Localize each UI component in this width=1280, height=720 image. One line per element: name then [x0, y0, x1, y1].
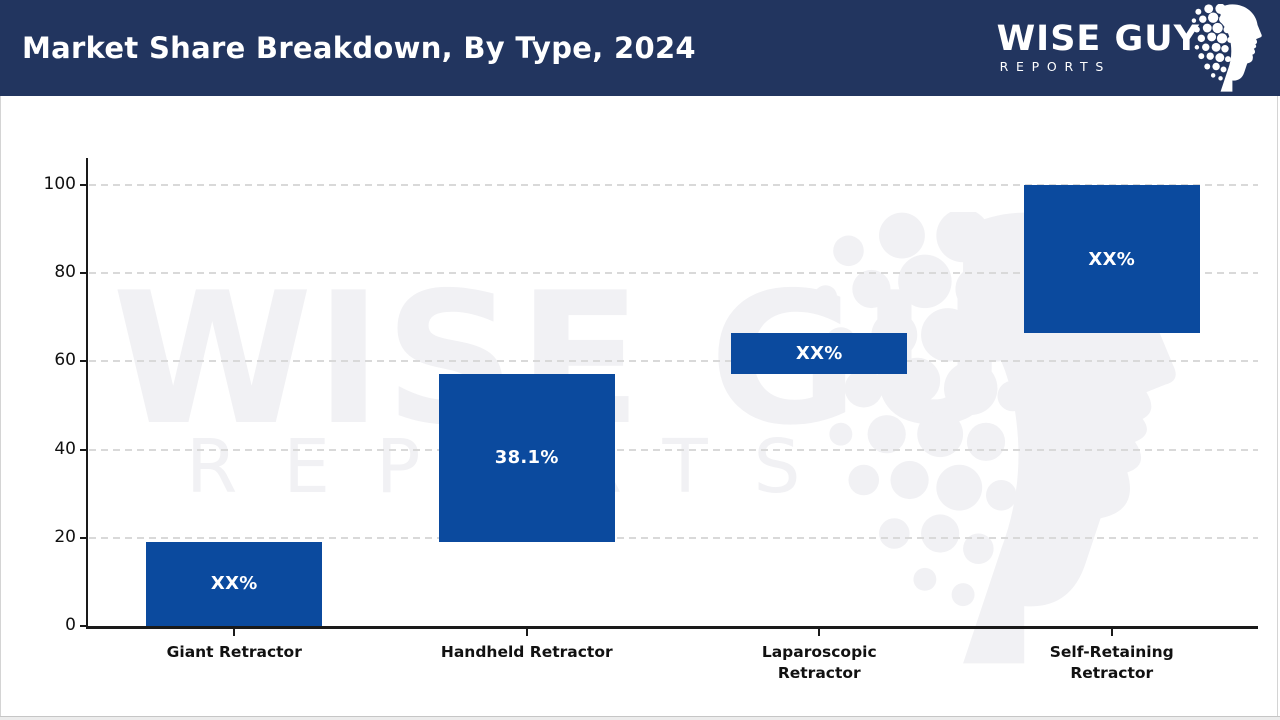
y-gridline: [89, 184, 1258, 186]
x-category-label-line: Giant Retractor: [166, 643, 302, 661]
y-tick-mark: [80, 184, 88, 186]
bar-segment: XX%: [146, 541, 323, 626]
x-category-label: Giant Retractor: [129, 642, 339, 663]
header-bar: Market Share Breakdown, By Type, 2024 WI…: [0, 0, 1280, 96]
y-tick-mark: [80, 360, 88, 363]
y-axis: [86, 158, 88, 628]
bar-segment: 38.1%: [438, 373, 615, 542]
bar-value-label: XX%: [1088, 248, 1136, 270]
y-tick-label: 60: [54, 350, 76, 371]
bar-value-label: 38.1%: [494, 447, 559, 469]
bar-value-label: XX%: [795, 342, 843, 364]
y-tick-label: 100: [43, 174, 76, 194]
x-category-label: Self-Retaining Retractor: [1007, 642, 1217, 684]
y-gridline: [89, 272, 1258, 275]
y-tick-label: 0: [65, 615, 76, 635]
y-tick-mark: [80, 272, 88, 275]
bottom-edge-strip: [0, 716, 1280, 720]
bar-value-label: XX%: [210, 573, 258, 595]
x-tick-mark: [525, 629, 528, 636]
x-category-label-line: Retractor: [1070, 663, 1154, 682]
y-gridline: [89, 448, 1258, 451]
x-tick-mark: [818, 629, 821, 636]
bar-segment: XX%: [731, 333, 908, 374]
y-tick-mark: [80, 448, 88, 451]
x-category-label-line: Laparoscopic: [761, 643, 877, 661]
x-tick-mark: [1110, 629, 1113, 636]
y-gridline: [89, 360, 1258, 363]
wise-guy-reports-logo: WISE GUY REPORTS: [997, 4, 1262, 92]
x-category-label: Handheld Retractor: [422, 642, 632, 663]
logo-subtitle: REPORTS: [999, 59, 1112, 75]
page-title: Market Share Breakdown, By Type, 2024: [22, 31, 696, 65]
x-category-label-line: Self-Retaining: [1049, 643, 1174, 661]
y-tick-mark: [80, 536, 88, 539]
logo-wordmark: WISE GUY: [996, 19, 1200, 60]
bar-segment: XX%: [1023, 185, 1200, 334]
logo-face-icon: [1191, 4, 1262, 92]
x-axis: [86, 626, 1258, 629]
y-gridline: [89, 536, 1258, 539]
x-tick-mark: [233, 629, 236, 636]
logo-text: WISE GUY REPORTS: [997, 22, 1200, 74]
y-tick-mark: [80, 625, 88, 627]
y-tick-label: 80: [54, 262, 76, 283]
x-category-label-line: Handheld Retractor: [440, 643, 613, 661]
x-category-label-line: Retractor: [777, 663, 861, 682]
x-category-label: Laparoscopic Retractor: [714, 642, 924, 684]
y-tick-label: 40: [54, 438, 76, 459]
y-tick-label: 20: [54, 526, 76, 547]
